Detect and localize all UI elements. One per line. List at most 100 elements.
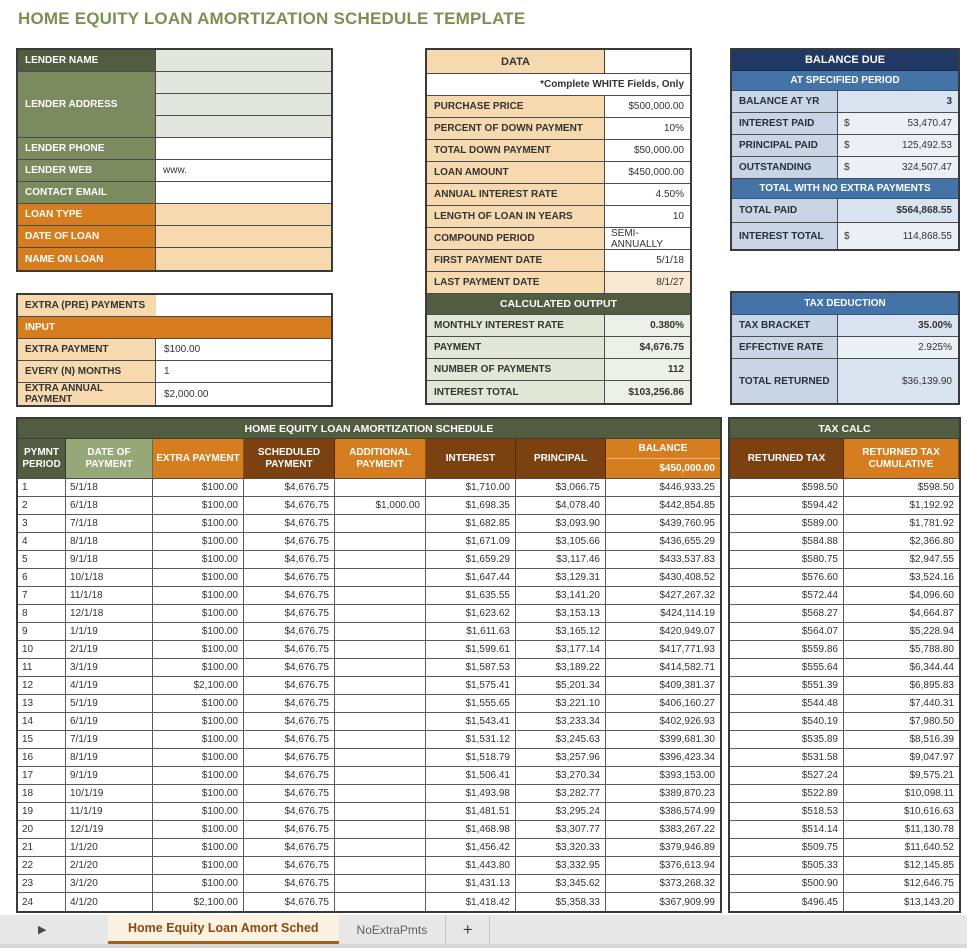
cell-additional-payment[interactable] — [335, 875, 426, 893]
length-of-loan-input[interactable]: 10 — [605, 206, 690, 228]
cell-extra-payment[interactable]: $100.00 — [153, 659, 244, 677]
cell-balance[interactable]: $373,268.32 — [606, 875, 720, 893]
cell-date-of-payment[interactable]: 6/1/18 — [66, 497, 153, 515]
cell-returned-tax-cumulative[interactable]: $1,192.92 — [844, 497, 959, 515]
cell-pymnt-period[interactable]: 12 — [18, 677, 66, 695]
cell-interest[interactable]: $1,698.35 — [426, 497, 516, 515]
cell-scheduled-payment[interactable]: $4,676.75 — [244, 803, 335, 821]
cell-scheduled-payment[interactable]: $4,676.75 — [244, 731, 335, 749]
cell-interest[interactable]: $1,611.63 — [426, 623, 516, 641]
cell-scheduled-payment[interactable]: $4,676.75 — [244, 551, 335, 569]
cell-balance[interactable]: $383,267.22 — [606, 821, 720, 839]
cell-date-of-payment[interactable]: 7/1/18 — [66, 515, 153, 533]
cell-scheduled-payment[interactable]: $4,676.75 — [244, 623, 335, 641]
cell-balance[interactable]: $402,926.93 — [606, 713, 720, 731]
cell-returned-tax[interactable]: $594.42 — [730, 497, 844, 515]
cell-extra-payment[interactable]: $100.00 — [153, 713, 244, 731]
cell-date-of-payment[interactable]: 8/1/19 — [66, 749, 153, 767]
cell-principal[interactable]: $3,345.62 — [516, 875, 606, 893]
cell-returned-tax-cumulative[interactable]: $8,516.39 — [844, 731, 959, 749]
cell-returned-tax[interactable]: $580.75 — [730, 551, 844, 569]
cell-extra-payment[interactable]: $100.00 — [153, 587, 244, 605]
cell-returned-tax[interactable]: $598.50 — [730, 479, 844, 497]
cell-returned-tax-cumulative[interactable]: $5,788.80 — [844, 641, 959, 659]
cell-balance[interactable]: $446,933.25 — [606, 479, 720, 497]
cell-returned-tax-cumulative[interactable]: $9,047.97 — [844, 749, 959, 767]
cell-principal[interactable]: $3,270.34 — [516, 767, 606, 785]
cell-date-of-payment[interactable]: 11/1/19 — [66, 803, 153, 821]
cell-scheduled-payment[interactable]: $4,676.75 — [244, 533, 335, 551]
cell-scheduled-payment[interactable]: $4,676.75 — [244, 767, 335, 785]
cell-additional-payment[interactable] — [335, 641, 426, 659]
cell-additional-payment[interactable] — [335, 839, 426, 857]
cell-additional-payment[interactable] — [335, 623, 426, 641]
cell-scheduled-payment[interactable]: $4,676.75 — [244, 749, 335, 767]
cell-extra-payment[interactable]: $100.00 — [153, 875, 244, 893]
cell-additional-payment[interactable] — [335, 605, 426, 623]
cell-date-of-payment[interactable]: 4/1/20 — [66, 893, 153, 911]
cell-additional-payment[interactable]: $1,000.00 — [335, 497, 426, 515]
cell-extra-payment[interactable]: $100.00 — [153, 623, 244, 641]
cell-returned-tax[interactable]: $496.45 — [730, 893, 844, 911]
cell-returned-tax-cumulative[interactable]: $6,344.44 — [844, 659, 959, 677]
cell-interest[interactable]: $1,659.29 — [426, 551, 516, 569]
cell-returned-tax[interactable]: $544.48 — [730, 695, 844, 713]
cell-returned-tax[interactable]: $589.00 — [730, 515, 844, 533]
cell-balance[interactable]: $376,613.94 — [606, 857, 720, 875]
cell-additional-payment[interactable] — [335, 569, 426, 587]
cell-interest[interactable]: $1,518.79 — [426, 749, 516, 767]
cell-additional-payment[interactable] — [335, 551, 426, 569]
cell-returned-tax-cumulative[interactable]: $2,366.80 — [844, 533, 959, 551]
cell-additional-payment[interactable] — [335, 479, 426, 497]
cell-returned-tax[interactable]: $568.27 — [730, 605, 844, 623]
cell-date-of-payment[interactable]: 1/1/20 — [66, 839, 153, 857]
cell-pymnt-period[interactable]: 8 — [18, 605, 66, 623]
cell-extra-payment[interactable]: $100.00 — [153, 803, 244, 821]
cell-pymnt-period[interactable]: 10 — [18, 641, 66, 659]
cell-interest[interactable]: $1,493.98 — [426, 785, 516, 803]
cell-principal[interactable]: $3,117.46 — [516, 551, 606, 569]
cell-scheduled-payment[interactable]: $4,676.75 — [244, 659, 335, 677]
sheet-nav-arrow-icon[interactable]: ▶ — [38, 924, 47, 936]
cell-returned-tax[interactable]: $514.14 — [730, 821, 844, 839]
cell-returned-tax[interactable]: $522.89 — [730, 785, 844, 803]
cell-additional-payment[interactable] — [335, 821, 426, 839]
cell-principal[interactable]: $3,129.31 — [516, 569, 606, 587]
cell-date-of-payment[interactable]: 4/1/19 — [66, 677, 153, 695]
cell-date-of-payment[interactable]: 9/1/18 — [66, 551, 153, 569]
cell-extra-payment[interactable]: $100.00 — [153, 605, 244, 623]
cell-balance[interactable]: $439,760.95 — [606, 515, 720, 533]
cell-interest[interactable]: $1,587.53 — [426, 659, 516, 677]
cell-returned-tax-cumulative[interactable]: $3,524.16 — [844, 569, 959, 587]
cell-extra-payment[interactable]: $100.00 — [153, 569, 244, 587]
cell-date-of-payment[interactable]: 3/1/20 — [66, 875, 153, 893]
cell-scheduled-payment[interactable]: $4,676.75 — [244, 605, 335, 623]
cell-scheduled-payment[interactable]: $4,676.75 — [244, 785, 335, 803]
lender-address-input-2[interactable] — [156, 94, 331, 116]
lender-address-input-1[interactable] — [156, 72, 331, 94]
cell-additional-payment[interactable] — [335, 767, 426, 785]
extra-payment-input[interactable]: $100.00 — [156, 339, 331, 361]
cell-interest[interactable]: $1,710.00 — [426, 479, 516, 497]
cell-interest[interactable]: $1,555.65 — [426, 695, 516, 713]
cell-principal[interactable]: $3,141.20 — [516, 587, 606, 605]
cell-principal[interactable]: $3,189.22 — [516, 659, 606, 677]
cell-returned-tax-cumulative[interactable]: $7,980.50 — [844, 713, 959, 731]
cell-pymnt-period[interactable]: 14 — [18, 713, 66, 731]
cell-scheduled-payment[interactable]: $4,676.75 — [244, 821, 335, 839]
cell-pymnt-period[interactable]: 13 — [18, 695, 66, 713]
cell-scheduled-payment[interactable]: $4,676.75 — [244, 515, 335, 533]
cell-returned-tax-cumulative[interactable]: $12,145.85 — [844, 857, 959, 875]
cell-date-of-payment[interactable]: 1/1/19 — [66, 623, 153, 641]
cell-additional-payment[interactable] — [335, 785, 426, 803]
cell-interest[interactable]: $1,682.85 — [426, 515, 516, 533]
cell-interest[interactable]: $1,531.12 — [426, 731, 516, 749]
balance-at-yr-input[interactable]: 3 — [838, 91, 958, 113]
cell-date-of-payment[interactable]: 9/1/19 — [66, 767, 153, 785]
cell-scheduled-payment[interactable]: $4,676.75 — [244, 497, 335, 515]
cell-pymnt-period[interactable]: 24 — [18, 893, 66, 911]
cell-date-of-payment[interactable]: 8/1/18 — [66, 533, 153, 551]
cell-returned-tax-cumulative[interactable]: $598.50 — [844, 479, 959, 497]
contact-email-input[interactable] — [156, 182, 331, 204]
cell-extra-payment[interactable]: $2,100.00 — [153, 677, 244, 695]
